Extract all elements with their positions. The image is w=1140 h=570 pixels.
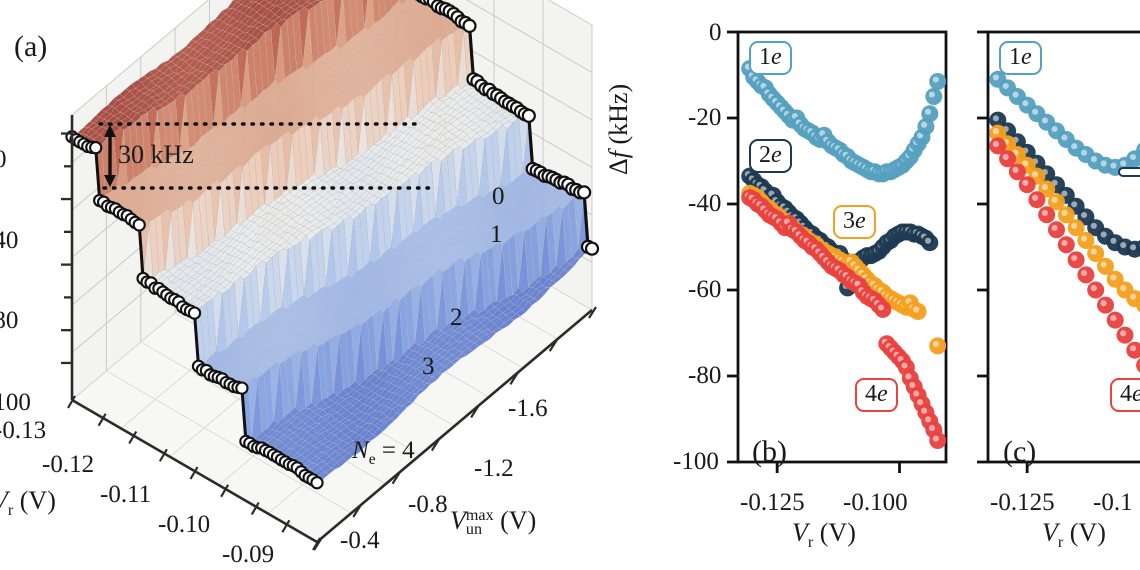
badge-3e-number: 3 — [843, 208, 855, 234]
panel-b-ytick-0: 0 — [709, 19, 722, 46]
badge-4e-e: e — [877, 381, 888, 407]
panel-c-xtick--0.1: -0.1 — [1093, 489, 1133, 516]
panel-b-xtick--0.125: -0.125 — [740, 489, 805, 516]
panel-b-tag: (b) — [752, 435, 787, 468]
panel-b-xtick--0.100: -0.100 — [843, 489, 908, 516]
panel-a-vuntick--0.8: -0.8 — [408, 491, 448, 518]
panel-b-ytick--40: -40 — [688, 190, 722, 217]
panel-a-vrtick--0.11: -0.11 — [100, 481, 152, 508]
panel-a-ne-label: Ne = 4 — [352, 438, 415, 468]
panel-c-badge-4e-partial: 4e — [1110, 378, 1140, 412]
panel-a-ztick-100: -100 — [0, 389, 31, 416]
vr-axis-unit: (V) — [13, 486, 56, 515]
panel-a-vuntick--0.4: -0.4 — [340, 527, 380, 554]
panel-a-vuntick--1.6: -1.6 — [508, 395, 548, 422]
panel-b-vr-subscript: r — [807, 534, 814, 552]
badge-3e-e: e — [855, 208, 866, 234]
panel-b-vr-symbol: V — [792, 518, 808, 547]
vun-axis-symbol: V — [450, 506, 466, 536]
panel-c-x-axis-label: Vr (V) — [1042, 520, 1106, 551]
panel-a-ztick-40: -40 — [0, 227, 19, 254]
panel-a-ztick-80: -80 — [0, 307, 19, 334]
panel-b-x-axis-label: Vr (V) — [792, 520, 856, 551]
panel-c-badge-1e-number: 1 — [1009, 44, 1021, 70]
f-symbol: f — [604, 151, 633, 159]
panel-c-vr-subscript: r — [1057, 534, 1064, 552]
panel-c-badge-4e-number: 4 — [1120, 381, 1132, 407]
vr-axis-symbol: V — [0, 486, 8, 515]
panel-c-badge-1e: 1e — [999, 41, 1042, 75]
panel-a-vun-axis-label: V max un (V) — [450, 506, 537, 539]
ne-subscript: e — [368, 451, 376, 468]
panel-b-ytick--60: -60 — [688, 276, 722, 303]
panel-b-vr-unit: (V) — [813, 518, 856, 547]
panel-b-ytick--80: -80 — [688, 362, 722, 389]
ne-symbol: N — [352, 437, 369, 464]
badge-1e-number: 1 — [759, 44, 771, 70]
panel-a-tag: (a) — [14, 30, 48, 63]
panel-c-badge-1e-e: e — [1021, 44, 1032, 70]
panel-c-xtick--0.125: -0.125 — [990, 489, 1055, 516]
badge-1e-e: e — [771, 44, 782, 70]
panel-c-vr-unit: (V) — [1063, 518, 1106, 547]
panel-a-vrtick--0.09: -0.09 — [222, 541, 275, 568]
badge-4e-number: 4 — [865, 381, 877, 407]
panel-b-ytick--100: -100 — [673, 448, 719, 475]
panel-b-badge-1e: 1e — [749, 41, 792, 75]
panel-b-badge-2e: 2e — [749, 139, 792, 173]
vun-axis-superscript: max — [465, 507, 494, 524]
panel-b-badge-3e: 3e — [833, 205, 876, 239]
panel-a-vuntick--1.2: -1.2 — [474, 455, 514, 482]
panel-a-ztick-0: 0 — [0, 146, 7, 173]
panel-c-tag: (c) — [1003, 435, 1037, 468]
panel-c-vr-symbol: V — [1042, 518, 1058, 547]
vun-axis-unit: (V) — [493, 506, 537, 536]
ne-value: = 4 — [375, 437, 415, 464]
panel-a-step-label-1: 1 — [490, 221, 503, 248]
panel-b-y-axis-label: Δf (kHz) — [604, 83, 633, 175]
panel-a-step-label-2: 2 — [450, 304, 463, 331]
panel-a-3d-surface — [61, 0, 600, 551]
panel-a-step-label-0: 0 — [492, 183, 505, 210]
panel-a-30khz-annotation: 30 kHz — [118, 140, 194, 169]
vun-axis-subscript: un — [465, 521, 482, 539]
panel-b-badge-4e: 4e — [855, 378, 898, 412]
panel-a-vrtick--0.10: -0.10 — [158, 511, 211, 538]
panel-c-badge-2e-partial — [1118, 167, 1140, 177]
khz-unit: (kHz) — [604, 83, 633, 152]
vr-axis-subscript: r — [7, 502, 14, 520]
badge-2e-number: 2 — [759, 142, 771, 168]
panel-a-step-label-3: 3 — [422, 353, 435, 380]
panel-a-vr-axis-label: Vr (V) — [0, 488, 56, 519]
delta-symbol: Δ — [604, 158, 633, 175]
panel-a-vrtick--0.13: -0.13 — [0, 417, 47, 444]
panel-c-badge-4e-e: e — [1132, 381, 1140, 407]
panel-b-ytick--20: -20 — [688, 104, 722, 131]
panel-a-vrtick--0.12: -0.12 — [42, 451, 95, 478]
badge-2e-e: e — [771, 142, 782, 168]
